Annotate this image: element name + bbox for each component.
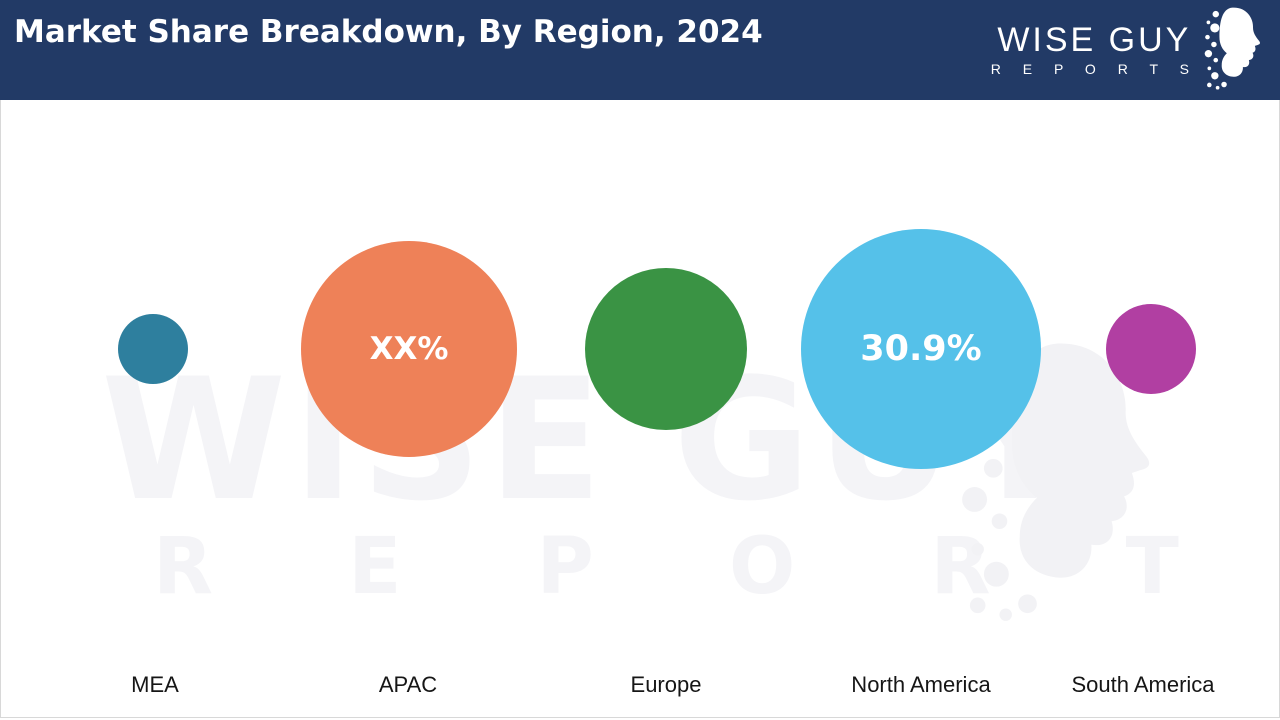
logo-brand-name: WISE GUY — [997, 21, 1192, 59]
bubble-value-label-north-america: 30.9% — [860, 329, 982, 369]
logo-text: WISE GUY R E P O R T S — [991, 22, 1198, 78]
bubble-north-america: 30.9% — [801, 229, 1041, 469]
bubble-south-america — [1106, 304, 1196, 394]
category-label-south-america: South America — [1071, 672, 1215, 697]
wiseguy-face-icon — [1204, 7, 1260, 90]
wiseguy-logo: WISE GUY R E P O R T S — [991, 0, 1272, 100]
category-label-apac: APAC — [378, 672, 438, 697]
header-bar: Market Share Breakdown, By Region, 2024 … — [0, 0, 1280, 100]
category-label-north-america: North America — [851, 672, 991, 697]
bubble-value-label-apac: XX% — [369, 331, 449, 367]
bubble-apac: XX% — [301, 241, 517, 457]
bubble-europe — [585, 268, 747, 430]
logo-brand-subtitle: R E P O R T S — [990, 61, 1198, 77]
bubble-mea — [118, 314, 188, 384]
category-label-europe: Europe — [630, 672, 702, 697]
page-title: Market Share Breakdown, By Region, 2024 — [14, 14, 763, 50]
category-label-mea: MEA — [131, 672, 179, 697]
